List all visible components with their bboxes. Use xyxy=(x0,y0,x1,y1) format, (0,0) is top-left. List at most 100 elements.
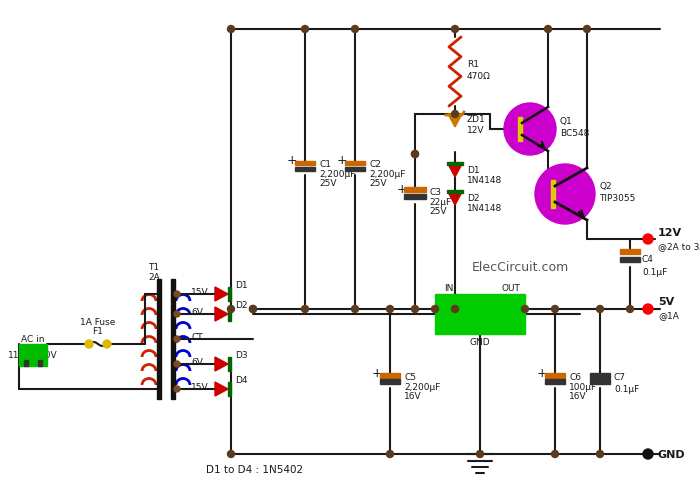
Text: C3: C3 xyxy=(429,187,441,197)
Text: 16V: 16V xyxy=(404,391,421,400)
Circle shape xyxy=(412,151,419,158)
Text: 12V: 12V xyxy=(658,227,682,238)
Bar xyxy=(171,280,175,399)
Polygon shape xyxy=(448,115,462,128)
Circle shape xyxy=(351,26,358,34)
Bar xyxy=(404,187,426,192)
Polygon shape xyxy=(215,357,228,371)
Bar xyxy=(295,161,315,165)
Bar xyxy=(380,379,400,384)
Circle shape xyxy=(228,26,234,34)
Circle shape xyxy=(535,164,595,224)
Circle shape xyxy=(249,306,256,313)
Circle shape xyxy=(228,306,234,313)
Text: 100μF: 100μF xyxy=(569,382,597,391)
Text: +: + xyxy=(537,366,547,379)
Text: 25V: 25V xyxy=(429,206,447,216)
Circle shape xyxy=(249,306,256,313)
Text: D3: D3 xyxy=(235,351,248,360)
Text: C7: C7 xyxy=(614,372,626,381)
Bar xyxy=(545,379,565,384)
Circle shape xyxy=(504,104,556,156)
Circle shape xyxy=(85,340,93,348)
Circle shape xyxy=(545,26,552,34)
Circle shape xyxy=(522,306,528,313)
Circle shape xyxy=(596,450,603,458)
Bar xyxy=(38,360,42,366)
Circle shape xyxy=(302,26,309,34)
Bar xyxy=(551,181,555,208)
Text: 2,200μF: 2,200μF xyxy=(369,170,405,179)
Bar xyxy=(620,258,640,263)
Bar xyxy=(228,307,231,321)
Bar xyxy=(345,161,365,165)
Text: +: + xyxy=(287,154,298,167)
Circle shape xyxy=(552,450,559,458)
Circle shape xyxy=(412,306,419,313)
Polygon shape xyxy=(215,382,228,396)
Circle shape xyxy=(643,235,653,244)
Bar xyxy=(228,287,231,302)
Text: D1: D1 xyxy=(467,166,480,175)
Text: R1: R1 xyxy=(467,60,479,69)
Circle shape xyxy=(452,26,458,34)
Text: 25V: 25V xyxy=(319,179,337,188)
Text: LM7805: LM7805 xyxy=(452,316,507,329)
Text: 2,200μF: 2,200μF xyxy=(319,170,356,179)
Text: 1N4148: 1N4148 xyxy=(467,204,503,213)
Circle shape xyxy=(386,450,393,458)
Bar xyxy=(345,167,365,172)
Text: OUT: OUT xyxy=(502,284,520,293)
Text: 22μF: 22μF xyxy=(429,198,451,206)
Text: GND: GND xyxy=(658,449,685,459)
Text: D1 to D4 : 1N5402: D1 to D4 : 1N5402 xyxy=(206,464,304,474)
Text: 15V: 15V xyxy=(191,383,209,392)
Circle shape xyxy=(584,26,591,34)
Text: 25V: 25V xyxy=(369,179,386,188)
Text: ZD1: ZD1 xyxy=(467,115,486,124)
Bar xyxy=(380,373,400,378)
Polygon shape xyxy=(448,164,462,178)
Text: 117V/230V: 117V/230V xyxy=(8,350,58,359)
Polygon shape xyxy=(448,193,462,205)
Text: 6V: 6V xyxy=(191,308,203,317)
Bar xyxy=(435,294,525,334)
Text: BC548: BC548 xyxy=(560,129,589,138)
Text: 5V: 5V xyxy=(658,296,674,306)
Bar xyxy=(518,118,522,142)
Circle shape xyxy=(103,340,111,348)
Bar xyxy=(620,249,640,254)
Text: 15V: 15V xyxy=(191,288,209,297)
Circle shape xyxy=(477,450,484,458)
Circle shape xyxy=(643,449,653,459)
Text: IC1: IC1 xyxy=(469,303,491,316)
Circle shape xyxy=(626,306,634,313)
Text: C4: C4 xyxy=(642,255,654,264)
Bar xyxy=(404,194,426,199)
Bar xyxy=(590,379,610,384)
Text: +: + xyxy=(372,366,382,379)
Text: Q2: Q2 xyxy=(599,182,612,191)
Text: 6V: 6V xyxy=(191,358,203,367)
Bar xyxy=(447,163,463,165)
Circle shape xyxy=(431,306,438,313)
Text: AC in: AC in xyxy=(21,335,45,344)
Text: T1: T1 xyxy=(148,263,159,272)
Circle shape xyxy=(452,111,458,118)
Text: +: + xyxy=(397,183,407,196)
Bar xyxy=(228,382,231,396)
Text: 2,200μF: 2,200μF xyxy=(404,382,440,391)
Text: 1N4148: 1N4148 xyxy=(467,176,503,185)
Bar xyxy=(19,345,47,366)
Bar xyxy=(590,373,610,378)
Text: 2A: 2A xyxy=(148,273,160,282)
Text: TIP3055: TIP3055 xyxy=(599,194,636,203)
Text: +: + xyxy=(337,154,347,167)
Polygon shape xyxy=(215,307,228,321)
Text: 16V: 16V xyxy=(569,391,587,400)
Text: @1A: @1A xyxy=(658,311,679,320)
Circle shape xyxy=(174,386,180,392)
Text: 12V: 12V xyxy=(467,126,484,135)
Text: C1: C1 xyxy=(319,160,331,169)
Text: 470Ω: 470Ω xyxy=(467,72,491,81)
